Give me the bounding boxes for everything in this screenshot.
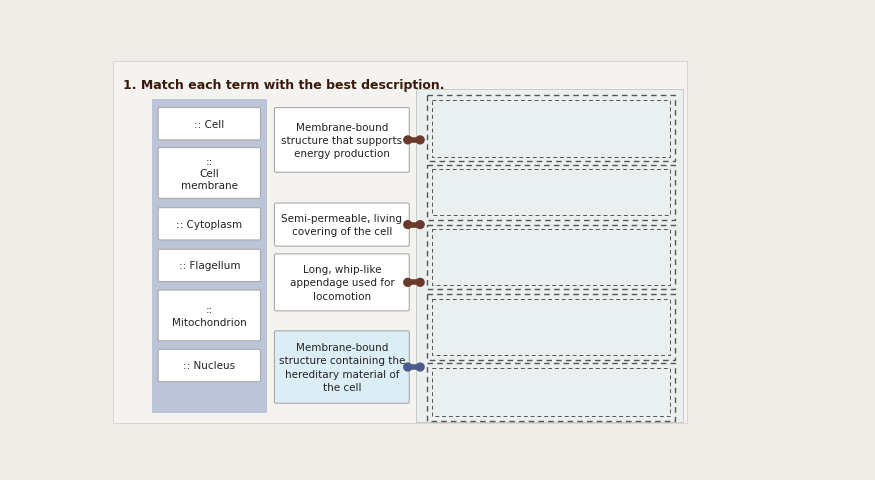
Bar [431,368,670,417]
Text: Semi-permeable, living
covering of the cell: Semi-permeable, living covering of the c… [282,214,402,237]
Text: 1. Match each term with the best description.: 1. Match each term with the best descrip… [123,79,444,92]
FancyBboxPatch shape [275,108,410,173]
Bar [427,225,676,289]
Text: :: Cell: :: Cell [194,120,225,130]
FancyBboxPatch shape [158,208,261,240]
FancyBboxPatch shape [158,349,261,382]
Bar [427,363,676,421]
Circle shape [416,278,424,288]
Circle shape [403,278,412,288]
Bar [427,294,676,360]
FancyBboxPatch shape [275,204,410,247]
Bar [431,170,670,216]
Text: :: Nucleus: :: Nucleus [183,361,235,371]
Text: Membrane-bound
structure containing the
hereditary material of
the cell: Membrane-bound structure containing the … [278,343,405,392]
Bar [152,100,267,413]
Text: :: Flagellum: :: Flagellum [178,261,240,271]
Text: Membrane-bound
structure that supports
energy production: Membrane-bound structure that supports e… [282,122,402,159]
Bar [427,96,676,162]
FancyBboxPatch shape [158,108,261,141]
Text: ::
Cell
membrane: :: Cell membrane [181,156,238,191]
Bar [113,61,687,423]
FancyBboxPatch shape [158,290,261,341]
Bar [427,165,676,220]
Bar [431,230,670,285]
Text: Long, whip-like
appendage used for
locomotion: Long, whip-like appendage used for locom… [290,264,395,301]
Circle shape [403,136,412,145]
Circle shape [403,220,412,230]
Bar [431,299,670,356]
Circle shape [416,363,424,372]
FancyBboxPatch shape [275,254,410,311]
Circle shape [416,220,424,230]
Bar [431,101,670,157]
Text: ::
Mitochondrion: :: Mitochondrion [172,305,247,327]
Circle shape [403,363,412,372]
FancyBboxPatch shape [158,250,261,282]
FancyBboxPatch shape [275,331,410,403]
Circle shape [416,136,424,145]
Bar [416,90,682,422]
FancyBboxPatch shape [158,148,261,199]
Text: :: Cytoplasm: :: Cytoplasm [176,219,242,229]
